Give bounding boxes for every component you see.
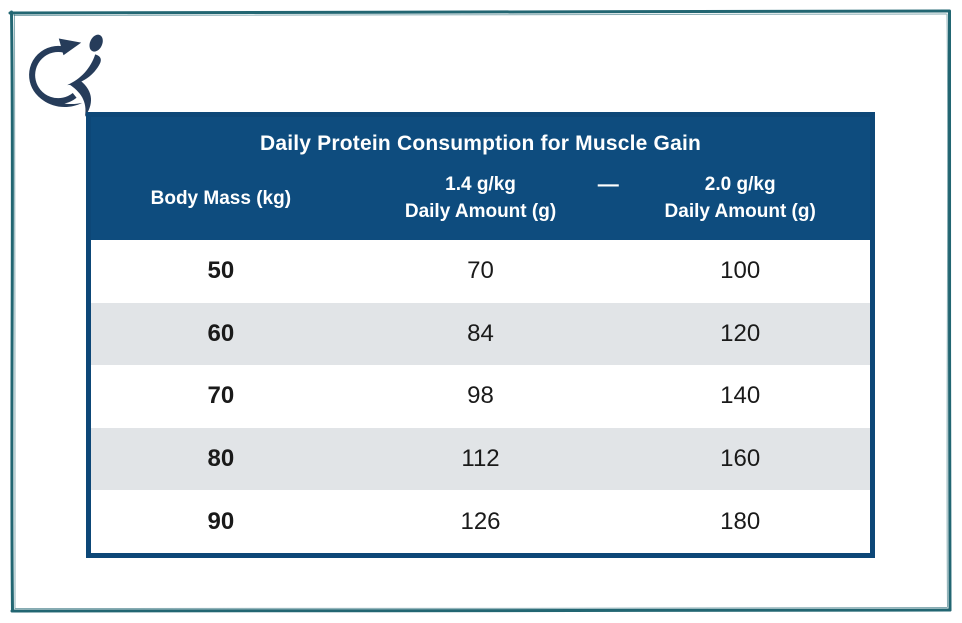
cell-amount-1-4: 126	[460, 507, 501, 535]
cell-amount-2-0: 140	[720, 382, 761, 410]
protein-table: Daily Protein Consumption for Muscle Gai…	[86, 112, 875, 558]
table-row: 60 84 120	[91, 302, 870, 366]
cell-body-mass: 60	[207, 319, 235, 347]
column-header-label: Daily Amount (g)	[404, 201, 557, 222]
cell-amount-1-4: 112	[461, 445, 500, 473]
cell-body-mass: 50	[207, 257, 235, 285]
cell-amount-2-0: 180	[720, 507, 761, 535]
company-logo	[29, 34, 103, 117]
table-row: 70 98 140	[91, 365, 870, 428]
cell-body-mass: 80	[207, 445, 235, 473]
column-header-amount-2-0: 2.0 g/kg Daily Amount (g)	[610, 171, 870, 225]
table-header: Daily Protein Consumption for Muscle Gai…	[91, 117, 870, 240]
cell-amount-2-0: 160	[720, 445, 761, 473]
column-header-rate: 2.0 g/kg	[704, 174, 776, 195]
column-header-rate: 1.4 g/kg	[445, 174, 516, 195]
column-headers: Body Mass (kg) 1.4 g/kg Daily Amount (g)…	[91, 171, 870, 225]
column-header-body-mass: Body Mass (kg)	[91, 171, 351, 225]
table-row: 90 126 180	[91, 490, 870, 553]
person-icon	[29, 34, 103, 117]
column-header-label: Daily Amount (g)	[664, 201, 816, 222]
table-title: Daily Protein Consumption for Muscle Gai…	[259, 132, 702, 155]
cell-amount-1-4: 84	[467, 319, 494, 347]
table-row: 80 112 160	[91, 427, 870, 491]
table-body: 50 70 100 60 84 120 70 98 140 80 112 160…	[91, 240, 870, 553]
cell-body-mass: 70	[207, 382, 235, 410]
cell-amount-1-4: 98	[467, 382, 494, 410]
table-row: 50 70 100	[91, 240, 870, 303]
cell-amount-1-4: 70	[467, 257, 494, 285]
cell-amount-2-0: 100	[720, 257, 761, 285]
column-header-label: Body Mass (kg)	[150, 187, 292, 209]
column-header-amount-1-4: 1.4 g/kg Daily Amount (g)	[351, 171, 611, 225]
cell-amount-2-0: 120	[720, 319, 761, 347]
header-range-dash: —	[597, 173, 619, 196]
cell-body-mass: 90	[207, 507, 235, 535]
